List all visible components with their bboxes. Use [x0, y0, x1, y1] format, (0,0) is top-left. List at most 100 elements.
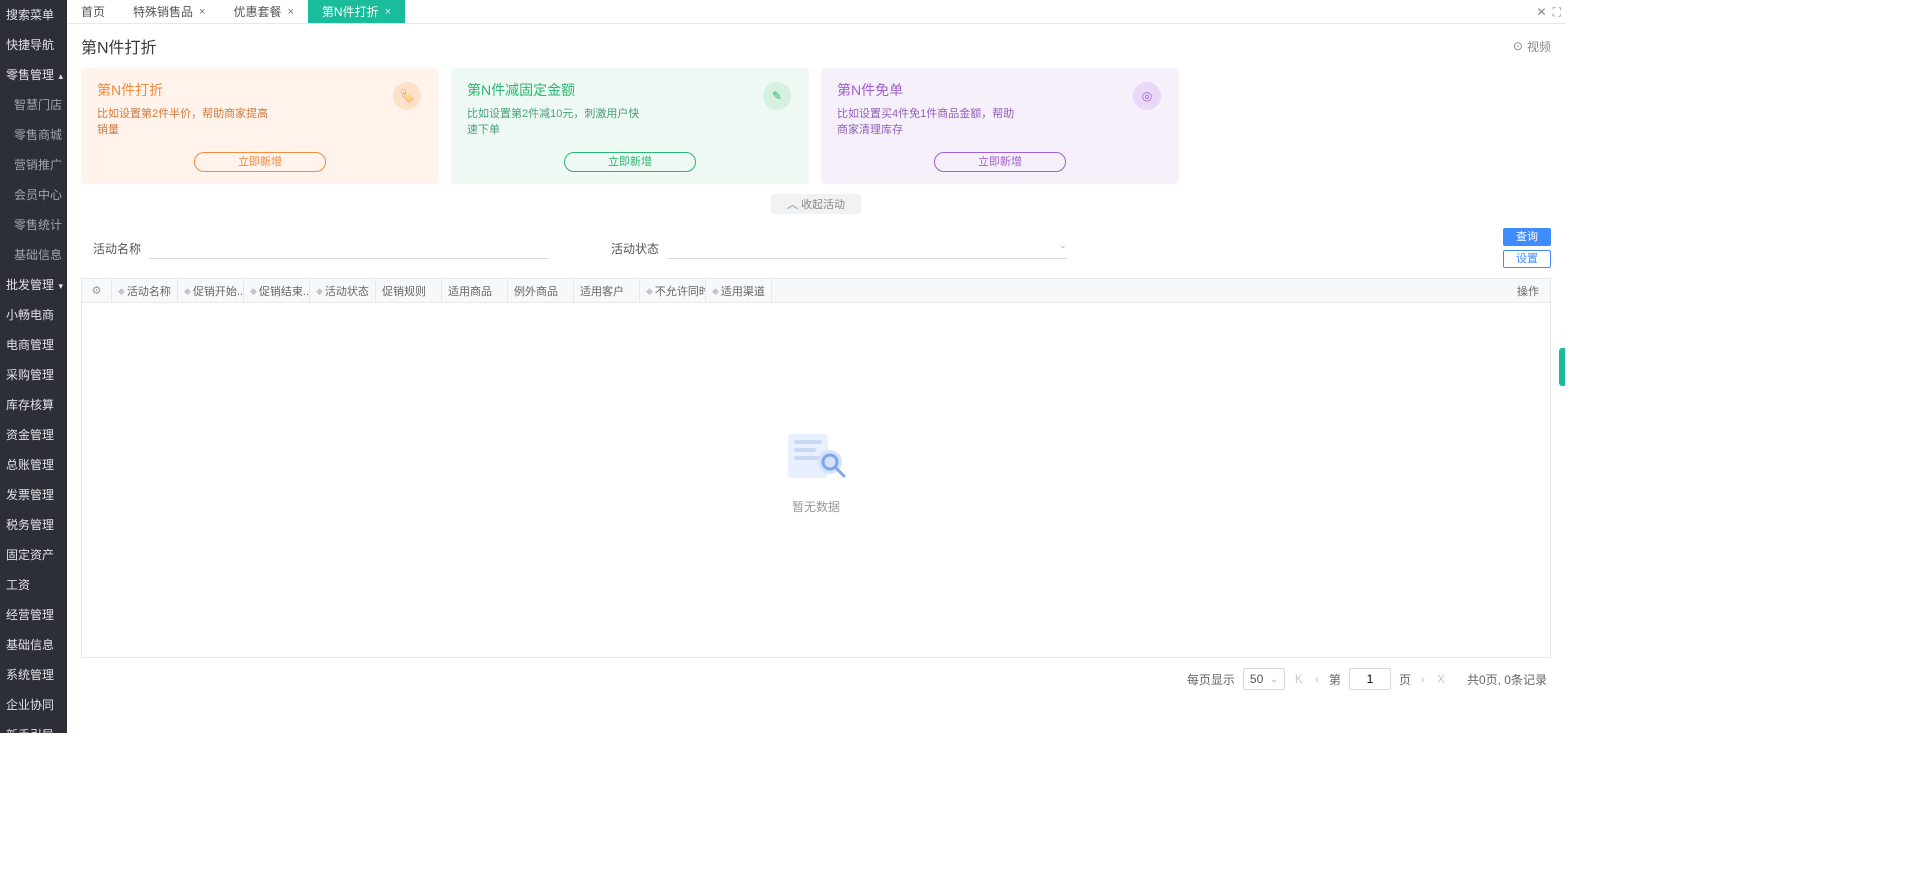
chevron-down-icon: ⌄	[1270, 674, 1278, 685]
sidebar-sub-item[interactable]: 智慧门店	[0, 90, 67, 120]
filter-bar: 活动名称 活动状态 ⌄ 查询 设置	[67, 222, 1565, 278]
sidebar-sub-item[interactable]: 会员中心	[0, 180, 67, 210]
sidebar-item[interactable]: 系统管理	[0, 660, 67, 690]
card-title: 第N件打折	[97, 80, 423, 100]
sidebar-sub-item[interactable]: 零售商城	[0, 120, 67, 150]
sidebar-item[interactable]: 采购管理	[0, 360, 67, 390]
filter-status: 活动状态 ⌄	[599, 237, 1067, 259]
sidebar-retail[interactable]: 零售管理 ▴	[0, 60, 67, 90]
sidebar-item[interactable]: 发票管理	[0, 480, 67, 510]
sidebar-item[interactable]: 固定资产	[0, 540, 67, 570]
filter-status-label: 活动状态	[599, 240, 659, 257]
promo-card: 第N件减固定金额比如设置第2件减10元，刺激用户快速下单 ✎ 立即新增	[451, 68, 809, 184]
filter-name-label: 活动名称	[81, 240, 141, 257]
sidebar-quicknav[interactable]: 快捷导航	[0, 30, 67, 60]
page-input[interactable]	[1349, 668, 1391, 690]
chevron-up-icon: ︿	[787, 199, 801, 211]
sidebar-retail-label: 零售管理	[6, 68, 54, 82]
empty-state: 暂无数据	[82, 279, 1550, 657]
tabbar-close-all-icon[interactable]: ✕	[1537, 5, 1547, 19]
tab-label: 优惠套餐	[233, 3, 281, 20]
card-desc: 比如设置第2件减10元，刺激用户快速下单	[467, 106, 647, 138]
card-icon: ◎	[1133, 82, 1161, 110]
collapse-bar: ︿ 收起活动	[67, 194, 1565, 222]
page-char: 第	[1329, 671, 1341, 688]
query-button[interactable]: 查询	[1503, 228, 1551, 246]
promo-cards: 第N件打折比如设置第2件半价，帮助商家提高销量🏷️立即新增第N件减固定金额比如设…	[67, 64, 1565, 194]
page-last[interactable]: X	[1435, 672, 1447, 686]
sidebar: 搜索菜单 快捷导航 零售管理▴ 智慧门店零售商城营销推广会员中心零售统计基础信息…	[0, 0, 67, 733]
page-header: 第N件打折 ⊙ 视频	[67, 24, 1565, 64]
sidebar-item[interactable]: 企业协同	[0, 690, 67, 720]
sidebar-sub-item[interactable]: 基础信息	[0, 240, 67, 270]
tabbar: 首页 特殊销售品 × 优惠套餐 × 第N件打折 × ✕ ⛶	[67, 0, 1565, 24]
page-title: 第N件打折	[81, 34, 157, 58]
right-drag-handle[interactable]	[1559, 348, 1565, 386]
page-next[interactable]: ›	[1419, 672, 1427, 686]
settings-button[interactable]: 设置	[1503, 250, 1551, 268]
collapse-label: 收起活动	[801, 199, 845, 211]
per-page-label: 每页显示	[1187, 671, 1235, 688]
sidebar-item[interactable]: 电商管理	[0, 330, 67, 360]
tab-label: 首页	[81, 3, 105, 20]
sidebar-item[interactable]: 库存核算	[0, 390, 67, 420]
video-icon: ⊙	[1513, 39, 1523, 53]
card-icon: 🏷️	[393, 82, 421, 110]
video-label: 视频	[1527, 38, 1551, 55]
sidebar-item[interactable]: 新手引导	[0, 720, 67, 733]
card-title: 第N件减固定金额	[467, 80, 793, 100]
sidebar-sub-item[interactable]: 营销推广	[0, 150, 67, 180]
filter-status-select[interactable]	[667, 237, 1067, 259]
table: ⚙ ◆活动名称◆促销开始...◆促销结束...◆活动状态促销规则适用商品例外商品…	[81, 278, 1551, 658]
app-root: 搜索菜单 快捷导航 零售管理▴ 智慧门店零售商城营销推广会员中心零售统计基础信息…	[0, 0, 1565, 733]
filter-name: 活动名称	[81, 237, 589, 259]
sidebar-item[interactable]: 资金管理	[0, 420, 67, 450]
tab[interactable]: 第N件打折 ×	[308, 0, 405, 23]
tab-label: 第N件打折	[322, 3, 379, 20]
page-suffix: 页	[1399, 671, 1411, 688]
pagination: 每页显示 50 ⌄ K ‹ 第 页 › X 共0页, 0条记录	[67, 658, 1565, 700]
sidebar-sub-item[interactable]: 零售统计	[0, 210, 67, 240]
filter-name-input[interactable]	[149, 237, 549, 259]
promo-card: 第N件免单比如设置买4件免1件商品金额，帮助商家清理库存 ◎ 立即新增	[821, 68, 1179, 184]
per-page-value: 50	[1250, 672, 1263, 686]
empty-text: 暂无数据	[792, 498, 840, 515]
sidebar-search[interactable]: 搜索菜单	[0, 0, 67, 30]
collapse-button[interactable]: ︿ 收起活动	[771, 194, 861, 214]
sidebar-item[interactable]: 总账管理	[0, 450, 67, 480]
main: 首页 特殊销售品 × 优惠套餐 × 第N件打折 × ✕ ⛶ 第N件打折 ⊙ 视频 第N件打折…	[67, 0, 1565, 733]
sidebar-wholesale[interactable]: 批发管理 ▾	[0, 270, 67, 300]
video-link[interactable]: ⊙ 视频	[1513, 38, 1551, 55]
tabbar-tools: ✕ ⛶	[1537, 0, 1561, 24]
sidebar-item[interactable]: 基础信息	[0, 630, 67, 660]
sidebar-item[interactable]: 经营管理	[0, 600, 67, 630]
tab-close-icon[interactable]: ×	[199, 6, 205, 18]
tab-close-icon[interactable]: ×	[287, 6, 293, 18]
tabbar-fullscreen-icon[interactable]: ⛶	[1553, 5, 1561, 20]
caret-down-icon: ▾	[58, 279, 63, 293]
card-desc: 比如设置第2件半价，帮助商家提高销量	[97, 106, 277, 138]
tab[interactable]: 优惠套餐 ×	[219, 0, 307, 23]
card-create-button[interactable]: 立即新增	[194, 152, 326, 172]
sidebar-item[interactable]: 工资	[0, 570, 67, 600]
page-first[interactable]: K	[1293, 672, 1305, 686]
filter-buttons: 查询 设置	[1503, 228, 1551, 268]
tab[interactable]: 特殊销售品 ×	[119, 0, 219, 23]
promo-card: 第N件打折比如设置第2件半价，帮助商家提高销量 🏷️ 立即新增	[81, 68, 439, 184]
card-create-button[interactable]: 立即新增	[934, 152, 1066, 172]
tab-close-icon[interactable]: ×	[385, 6, 391, 18]
card-create-button[interactable]: 立即新增	[564, 152, 696, 172]
caret-up-icon: ▴	[58, 69, 63, 83]
empty-illustration-icon	[778, 422, 854, 486]
per-page-select[interactable]: 50 ⌄	[1243, 668, 1285, 690]
tab[interactable]: 首页	[67, 0, 119, 23]
card-title: 第N件免单	[837, 80, 1163, 100]
sidebar-wholesale-label: 批发管理	[6, 278, 54, 292]
card-desc: 比如设置买4件免1件商品金额，帮助商家清理库存	[837, 106, 1017, 138]
page-summary: 共0页, 0条记录	[1467, 671, 1547, 688]
tab-label: 特殊销售品	[133, 3, 193, 20]
sidebar-item[interactable]: 小畅电商	[0, 300, 67, 330]
sidebar-item[interactable]: 税务管理	[0, 510, 67, 540]
page-prev[interactable]: ‹	[1313, 672, 1321, 686]
card-icon: ✎	[763, 82, 791, 110]
